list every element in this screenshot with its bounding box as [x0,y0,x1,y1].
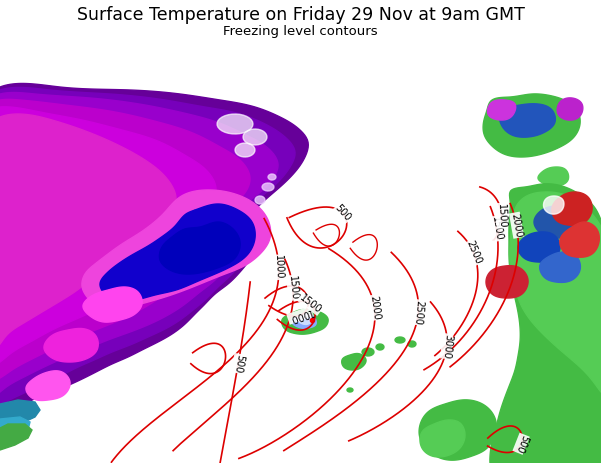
Polygon shape [362,348,374,356]
Polygon shape [420,420,465,457]
Polygon shape [243,129,267,145]
Polygon shape [376,344,384,350]
Polygon shape [543,196,564,214]
Text: 500: 500 [232,353,245,374]
Polygon shape [0,100,250,382]
Text: 2000: 2000 [368,295,381,320]
Polygon shape [486,266,528,298]
Polygon shape [0,107,216,367]
Polygon shape [217,114,253,134]
Polygon shape [487,100,516,120]
Polygon shape [0,417,30,440]
Text: 1000: 1000 [273,255,284,280]
Polygon shape [408,341,416,347]
Polygon shape [353,361,363,367]
Text: 1000: 1000 [287,307,313,324]
Polygon shape [82,190,270,310]
Polygon shape [510,192,601,398]
Polygon shape [534,206,578,238]
Polygon shape [100,204,255,301]
Polygon shape [83,287,142,322]
Text: 1500: 1500 [297,293,323,315]
Text: 3000: 3000 [441,333,453,359]
Text: 2500: 2500 [464,239,483,266]
Polygon shape [483,94,580,157]
Polygon shape [26,371,70,400]
Polygon shape [159,222,240,274]
Polygon shape [282,309,328,334]
Text: 1500: 1500 [490,216,504,242]
Polygon shape [490,184,601,463]
Polygon shape [292,314,316,328]
Polygon shape [44,328,98,362]
Polygon shape [0,400,40,427]
Polygon shape [342,354,366,370]
Polygon shape [419,400,496,460]
Polygon shape [255,196,265,204]
Polygon shape [0,83,308,433]
Polygon shape [0,93,278,399]
Polygon shape [347,388,353,392]
Polygon shape [560,222,599,257]
Polygon shape [298,314,312,325]
Polygon shape [499,104,555,137]
Text: 2000: 2000 [510,212,523,238]
Polygon shape [540,252,581,282]
Text: Surface Temperature on Friday 29 Nov at 9am GMT: Surface Temperature on Friday 29 Nov at … [76,6,525,24]
Polygon shape [268,174,276,180]
Polygon shape [262,183,274,191]
Text: 1500: 1500 [496,203,507,228]
Polygon shape [0,114,176,352]
Polygon shape [0,88,295,412]
Polygon shape [518,232,560,262]
Polygon shape [538,167,569,186]
Polygon shape [395,337,405,343]
Polygon shape [0,424,32,450]
Text: 2500: 2500 [412,300,424,325]
Text: 500: 500 [333,203,353,224]
Text: Freezing level contours: Freezing level contours [223,25,378,38]
Polygon shape [552,192,592,225]
Polygon shape [235,143,255,157]
Polygon shape [557,98,583,120]
Text: 1500: 1500 [287,275,299,300]
Text: 500: 500 [513,433,529,454]
